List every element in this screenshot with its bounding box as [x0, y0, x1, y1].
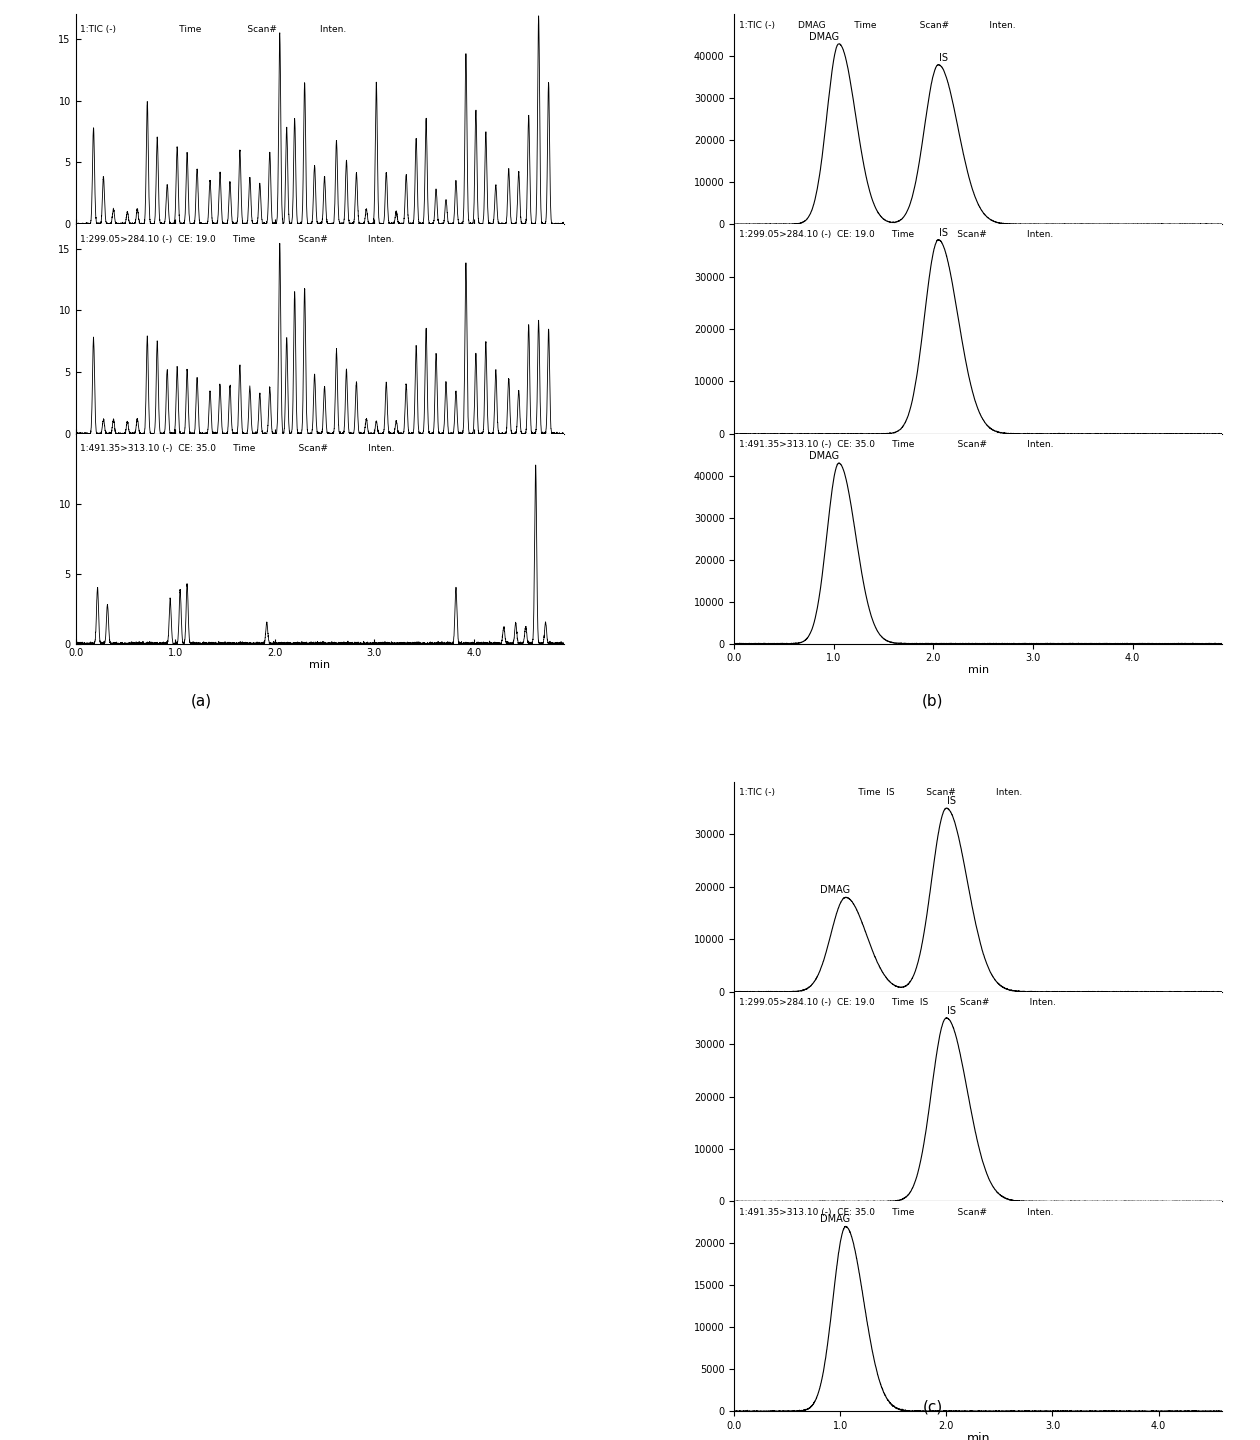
Text: (b): (b) [921, 694, 944, 708]
Text: 1:491.35>313.10 (-)  CE: 35.0      Time               Scan#              Inten.: 1:491.35>313.10 (-) CE: 35.0 Time Scan# … [81, 445, 394, 454]
Text: (c): (c) [922, 1400, 942, 1414]
Text: IS: IS [948, 796, 956, 806]
X-axis label: min: min [966, 1433, 990, 1440]
Text: 1:299.05>284.10 (-)  CE: 19.0      Time  IS           Scan#              Inten.: 1:299.05>284.10 (-) CE: 19.0 Time IS Sca… [740, 998, 1056, 1007]
Text: DMAG: DMAG [820, 886, 850, 896]
Text: 1:491.35>313.10 (-)  CE: 35.0      Time               Scan#              Inten.: 1:491.35>313.10 (-) CE: 35.0 Time Scan# … [740, 441, 1053, 449]
Text: IS: IS [939, 228, 948, 238]
X-axis label: min: min [309, 660, 330, 670]
Text: 1:491.35>313.10 (-)  CE: 35.0      Time               Scan#              Inten.: 1:491.35>313.10 (-) CE: 35.0 Time Scan# … [740, 1208, 1053, 1217]
Text: DMAG: DMAG [809, 451, 839, 461]
Text: 1:299.05>284.10 (-)  CE: 19.0      Time               Scan#              Inten.: 1:299.05>284.10 (-) CE: 19.0 Time Scan# … [740, 230, 1053, 239]
Text: 1:TIC (-)                      Time                Scan#               Inten.: 1:TIC (-) Time Scan# Inten. [81, 24, 346, 35]
Text: 1:TIC (-)        DMAG          Time               Scan#              Inten.: 1:TIC (-) DMAG Time Scan# Inten. [740, 20, 1016, 30]
Text: DMAG: DMAG [820, 1214, 850, 1224]
Text: DMAG: DMAG [809, 32, 839, 42]
Text: (a): (a) [192, 694, 212, 708]
Text: IS: IS [948, 1005, 956, 1015]
Text: 1:TIC (-)                             Time  IS           Scan#              Inte: 1:TIC (-) Time IS Scan# Inte [740, 788, 1022, 798]
Text: 1:299.05>284.10 (-)  CE: 19.0      Time               Scan#              Inten.: 1:299.05>284.10 (-) CE: 19.0 Time Scan# … [81, 235, 394, 243]
X-axis label: min: min [968, 665, 989, 675]
Text: IS: IS [939, 52, 948, 62]
